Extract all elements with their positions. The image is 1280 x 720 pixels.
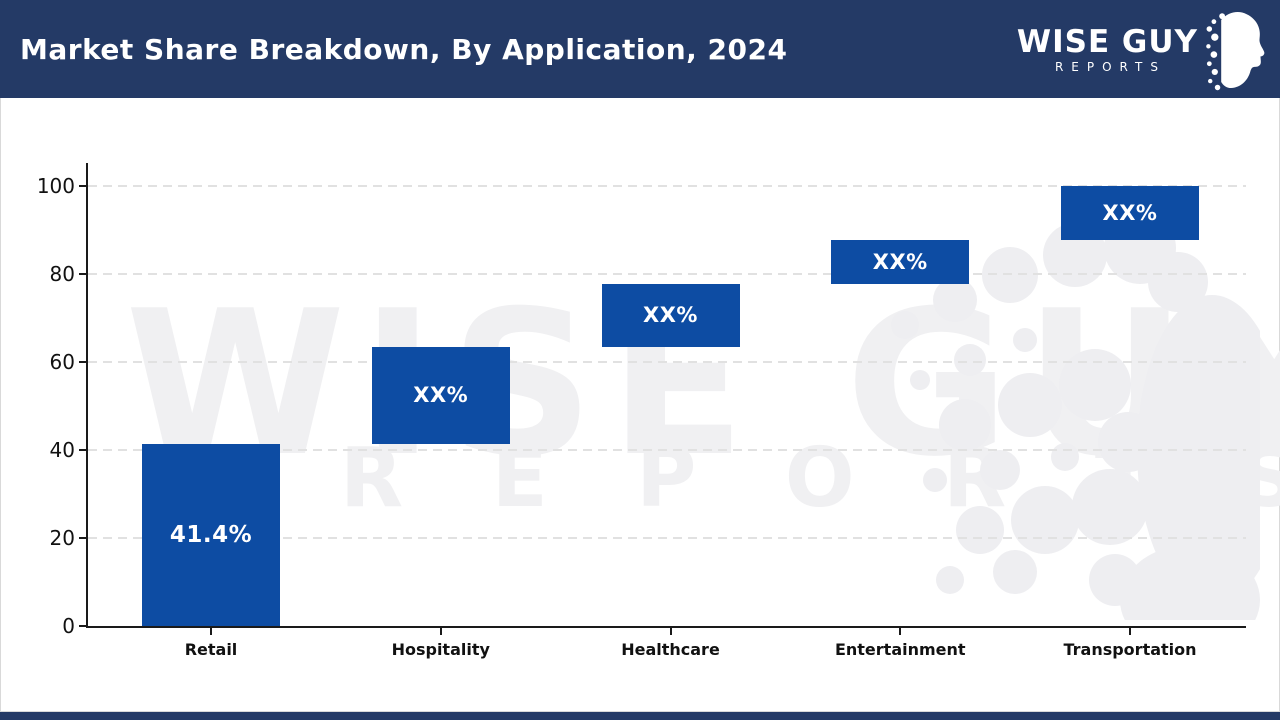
bar-retail: 41.4% [142, 443, 280, 626]
y-tick-20 [79, 537, 86, 539]
y-tick-label-20: 20 [49, 526, 75, 550]
brand-head-icon [1206, 11, 1265, 91]
brand-logo-text: WISE GUY REPORTS [1017, 26, 1198, 75]
x-category-label-transportation: Transportation [1063, 640, 1197, 659]
x-category-label-retail: Retail [184, 640, 238, 659]
gridline-20 [88, 537, 1246, 539]
gridline-80 [88, 273, 1246, 275]
y-tick-80 [79, 273, 86, 275]
y-tick-60 [79, 361, 86, 363]
x-tick-entertainment [899, 628, 902, 635]
y-tick-label-40: 40 [49, 438, 75, 462]
bar-value-label-healthcare: XX% [643, 303, 698, 328]
bar-transportation: XX% [1061, 186, 1199, 241]
y-axis-line [86, 163, 88, 628]
brand-name: WISE GUY [1016, 23, 1198, 60]
y-tick-0 [79, 625, 86, 627]
y-tick-label-0: 0 [62, 614, 75, 638]
header-bar: Market Share Breakdown, By Application, … [0, 0, 1280, 98]
y-tick-label-80: 80 [49, 262, 75, 286]
bar-value-label-hospitality: XX% [413, 383, 469, 408]
y-tick-label-60: 60 [49, 350, 75, 374]
x-axis-line [86, 626, 1246, 628]
bar-healthcare: XX% [601, 284, 740, 347]
footer-bar [0, 711, 1280, 720]
x-category-label-hospitality: Hospitality [391, 640, 490, 659]
gridline-60 [88, 361, 1246, 363]
x-tick-hospitality [439, 628, 442, 635]
bar-value-label-transportation: XX% [1102, 201, 1158, 226]
page-title: Market Share Breakdown, By Application, … [20, 32, 788, 66]
bar-hospitality: XX% [371, 346, 510, 444]
brand-subname: REPORTS [1054, 60, 1166, 75]
x-tick-transportation [1129, 628, 1131, 635]
x-category-label-entertainment: Entertainment [834, 640, 966, 659]
y-tick-40 [79, 449, 86, 451]
bar-entertainment: XX% [831, 240, 970, 285]
gridline-40 [88, 449, 1246, 451]
bar-value-label-retail: 41.4% [169, 521, 253, 548]
brand-logo: WISE GUY REPORTS [1017, 8, 1266, 92]
y-tick-label-100: 100 [36, 174, 75, 198]
gridline-100 [88, 185, 1246, 187]
x-tick-healthcare [669, 628, 672, 635]
y-tick-100 [79, 185, 86, 187]
x-tick-retail [210, 628, 212, 635]
x-category-label-healthcare: Healthcare [621, 640, 720, 659]
bar-value-label-entertainment: XX% [872, 250, 928, 275]
